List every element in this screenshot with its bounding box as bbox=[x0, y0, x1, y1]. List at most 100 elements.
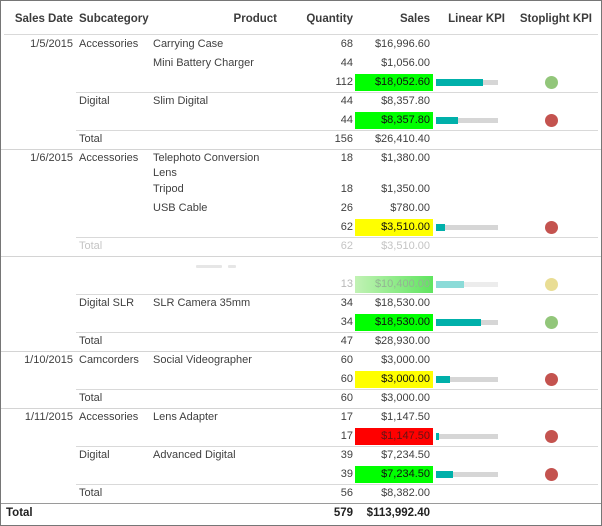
cell-stoplight-kpi bbox=[509, 111, 593, 130]
cell-quantity: 39 bbox=[340, 468, 353, 480]
table-row: 1/11/2015 Accessories Lens Adapter 17 $1,147… bbox=[1, 408, 601, 427]
cell-sales: $1,147.50 bbox=[355, 427, 433, 446]
cell-product: Slim Digital bbox=[149, 92, 279, 111]
cell-linear-kpi bbox=[433, 408, 509, 427]
cell-sales: $10,400.00 bbox=[355, 275, 433, 294]
cell-sales-date bbox=[4, 92, 76, 111]
cell-stoplight-kpi bbox=[509, 389, 593, 408]
product-name: Lens Adapter bbox=[153, 411, 218, 423]
cell-linear-kpi bbox=[433, 294, 509, 313]
cell-product: Tripod bbox=[149, 180, 279, 199]
cell-product: Advanced Digital bbox=[149, 446, 279, 465]
table-row: 34 $18,530.00 bbox=[4, 313, 598, 332]
cell-sales-date bbox=[4, 465, 76, 484]
cell-stoplight-kpi bbox=[509, 275, 593, 294]
cell-product bbox=[149, 275, 279, 294]
cell-stoplight-kpi bbox=[509, 294, 593, 313]
sales-kpi-cell: $8,357.80 bbox=[355, 112, 433, 129]
cell-sales: $3,510.00 bbox=[355, 237, 433, 256]
linear-kpi-track bbox=[436, 434, 498, 439]
product-name: Slim Digital bbox=[153, 95, 209, 107]
row-separator-line bbox=[76, 237, 598, 238]
stoplight-kpi-dot bbox=[544, 221, 558, 234]
cell-quantity: 62 bbox=[340, 221, 353, 233]
cell-sales: $1,056.00 bbox=[355, 54, 433, 73]
table-row: 17 $1,147.50 bbox=[4, 427, 598, 446]
stoplight-kpi-dot bbox=[544, 468, 558, 481]
cell-sales-date bbox=[4, 313, 76, 332]
table-row: Total 156 $26,410.40 bbox=[4, 130, 598, 149]
cell-subcategory: Digital bbox=[79, 449, 110, 461]
cell-stoplight-kpi bbox=[509, 408, 593, 427]
row-separator-line bbox=[76, 294, 598, 295]
cell-sales-date bbox=[4, 54, 76, 73]
linear-kpi-fill bbox=[436, 433, 439, 440]
cell-sales: $7,234.50 bbox=[355, 465, 433, 484]
table-row: Total 47 $28,930.00 bbox=[4, 332, 598, 351]
cell-subcategory bbox=[76, 54, 149, 73]
cell-linear-kpi bbox=[433, 180, 509, 199]
table-body: 1/5/2015 Accessories Carrying Case 68 $16,99… bbox=[1, 35, 601, 524]
cell-linear-kpi bbox=[433, 92, 509, 111]
sales-kpi-cell: $1,147.50 bbox=[355, 428, 433, 445]
sales-value: $26,410.40 bbox=[374, 133, 430, 145]
cell-subcategory bbox=[76, 313, 149, 332]
cell-sales: $28,930.00 bbox=[355, 332, 433, 351]
row-separator-line bbox=[76, 389, 598, 390]
cell-stoplight-kpi bbox=[509, 54, 593, 73]
cell-subcategory bbox=[76, 465, 149, 484]
cell-sales-date: 1/11/2015 bbox=[24, 411, 73, 423]
product-name: Advanced Digital bbox=[153, 449, 236, 461]
sales-value: $113,992.40 bbox=[366, 507, 430, 519]
linear-kpi-bar bbox=[436, 218, 498, 237]
cell-sales-date bbox=[4, 370, 76, 389]
cell-sales-date bbox=[4, 218, 76, 237]
cell-subcategory bbox=[76, 180, 149, 199]
table-row: 13 $10,400.00 bbox=[4, 275, 598, 294]
sales-value: $1,056.00 bbox=[381, 57, 430, 69]
cell-quantity: 68 bbox=[340, 38, 353, 50]
product-name: Telephoto Conversion Lens bbox=[153, 152, 260, 179]
cell-stoplight-kpi bbox=[509, 351, 593, 370]
cell-subcategory: Accessories bbox=[79, 152, 139, 164]
cell-product bbox=[149, 130, 279, 149]
sales-value: $1,350.00 bbox=[381, 183, 430, 195]
table-row: 1/10/2015 Camcorders Social Videographer 60… bbox=[1, 351, 601, 370]
cell-sales: $3,510.00 bbox=[355, 218, 433, 237]
linear-kpi-bar bbox=[436, 427, 498, 446]
sales-value: $28,930.00 bbox=[374, 335, 430, 347]
cell-stoplight-kpi bbox=[509, 199, 593, 218]
cell-quantity: 17 bbox=[340, 430, 353, 442]
cell-product bbox=[149, 111, 279, 130]
cell-quantity: 60 bbox=[340, 373, 353, 385]
cell-stoplight-kpi bbox=[509, 180, 593, 199]
cell-linear-kpi bbox=[433, 446, 509, 465]
cell-linear-kpi bbox=[433, 484, 509, 503]
linear-kpi-bar bbox=[436, 111, 498, 130]
table-row: 39 $7,234.50 bbox=[4, 465, 598, 484]
sales-value: $780.00 bbox=[390, 202, 430, 214]
cell-sales-date bbox=[4, 484, 76, 503]
cell-sales: $18,530.00 bbox=[355, 294, 433, 313]
cell-stoplight-kpi bbox=[509, 92, 593, 111]
table-row: Total 60 $3,000.00 bbox=[4, 389, 598, 408]
sales-kpi-cell: $18,530.00 bbox=[355, 314, 433, 331]
cell-quantity: 39 bbox=[340, 449, 353, 461]
cell-sales: $1,380.00 bbox=[355, 149, 433, 180]
cell-subcategory bbox=[76, 218, 149, 237]
linear-kpi-track bbox=[436, 118, 498, 123]
cell-stoplight-kpi bbox=[509, 503, 593, 524]
cell-stoplight-kpi bbox=[509, 313, 593, 332]
table-row: Digital Slim Digital 44 $8,357.80 bbox=[4, 92, 598, 111]
row-separator-line bbox=[76, 130, 598, 131]
cell-stoplight-kpi bbox=[509, 237, 593, 256]
sales-kpi-cell: $3,000.00 bbox=[355, 371, 433, 388]
cell-subcategory bbox=[76, 370, 149, 389]
cell-subcategory: Camcorders bbox=[79, 354, 139, 366]
cell-stoplight-kpi bbox=[509, 465, 593, 484]
cell-sales: $18,530.00 bbox=[355, 313, 433, 332]
cell-sales-date bbox=[4, 275, 76, 294]
cell-quantity: 18 bbox=[340, 152, 353, 164]
cell-subcategory bbox=[76, 199, 149, 218]
